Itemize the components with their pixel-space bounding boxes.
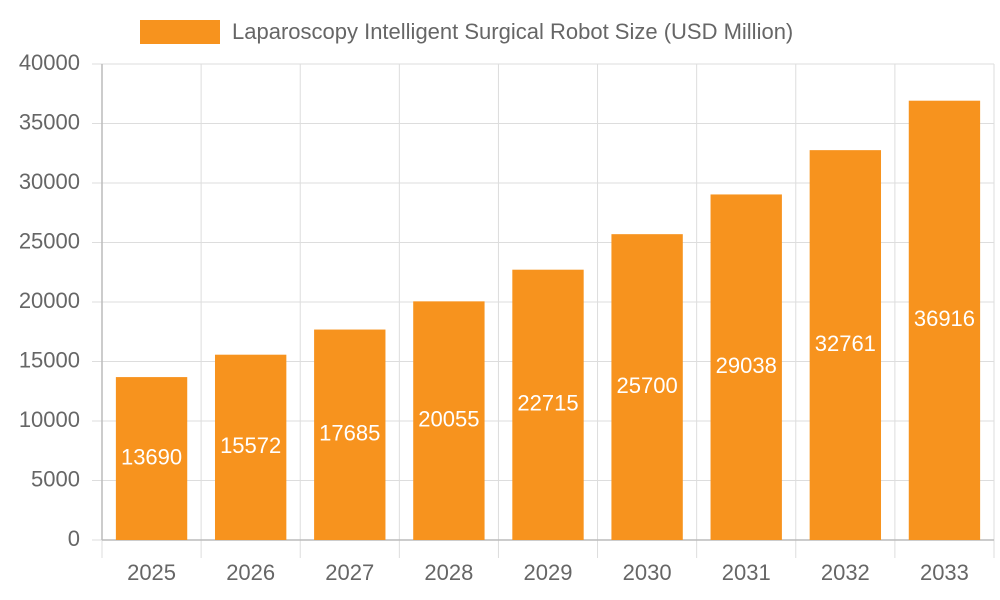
data-label: 36916 xyxy=(914,306,975,331)
data-label: 29038 xyxy=(716,353,777,378)
data-label: 22715 xyxy=(517,391,578,416)
y-tick-label: 10000 xyxy=(19,407,80,432)
y-tick-label: 5000 xyxy=(31,466,80,491)
x-tick-label: 2033 xyxy=(920,560,969,585)
legend-swatch xyxy=(140,20,220,44)
y-tick-label: 15000 xyxy=(19,347,80,372)
bar xyxy=(611,234,683,541)
x-tick-label: 2031 xyxy=(722,560,771,585)
bar xyxy=(710,194,782,540)
bar xyxy=(413,301,485,540)
x-tick-label: 2030 xyxy=(623,560,672,585)
x-tick-label: 2025 xyxy=(127,560,176,585)
data-label: 13690 xyxy=(121,444,182,469)
bar xyxy=(214,354,287,540)
data-label: 20055 xyxy=(418,406,479,431)
bar xyxy=(314,329,386,540)
bar xyxy=(115,377,188,540)
y-tick-label: 25000 xyxy=(19,228,80,253)
bar xyxy=(512,269,584,540)
bar xyxy=(908,100,981,541)
x-tick-label: 2028 xyxy=(424,560,473,585)
x-tick-label: 2029 xyxy=(524,560,573,585)
data-label: 15572 xyxy=(220,433,281,458)
y-tick-label: 35000 xyxy=(19,109,80,134)
y-tick-label: 40000 xyxy=(19,50,80,75)
data-label: 32761 xyxy=(815,331,876,356)
y-tick-label: 0 xyxy=(68,526,80,551)
x-tick-label: 2026 xyxy=(226,560,275,585)
bar xyxy=(809,150,882,540)
data-label: 17685 xyxy=(319,421,380,446)
x-tick-label: 2032 xyxy=(821,560,870,585)
y-tick-label: 20000 xyxy=(19,288,80,313)
y-tick-label: 30000 xyxy=(19,169,80,194)
x-tick-label: 2027 xyxy=(325,560,374,585)
data-label: 25700 xyxy=(617,373,678,398)
legend-label: Laparoscopy Intelligent Surgical Robot S… xyxy=(232,19,793,44)
